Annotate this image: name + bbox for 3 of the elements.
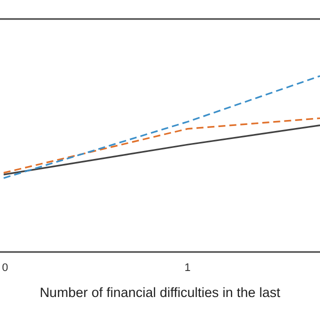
x-tick-label: 1 xyxy=(184,262,191,274)
x-axis-title: Number of financial difficulties in the last xyxy=(40,285,281,300)
x-tick-label: 0 xyxy=(2,262,8,274)
